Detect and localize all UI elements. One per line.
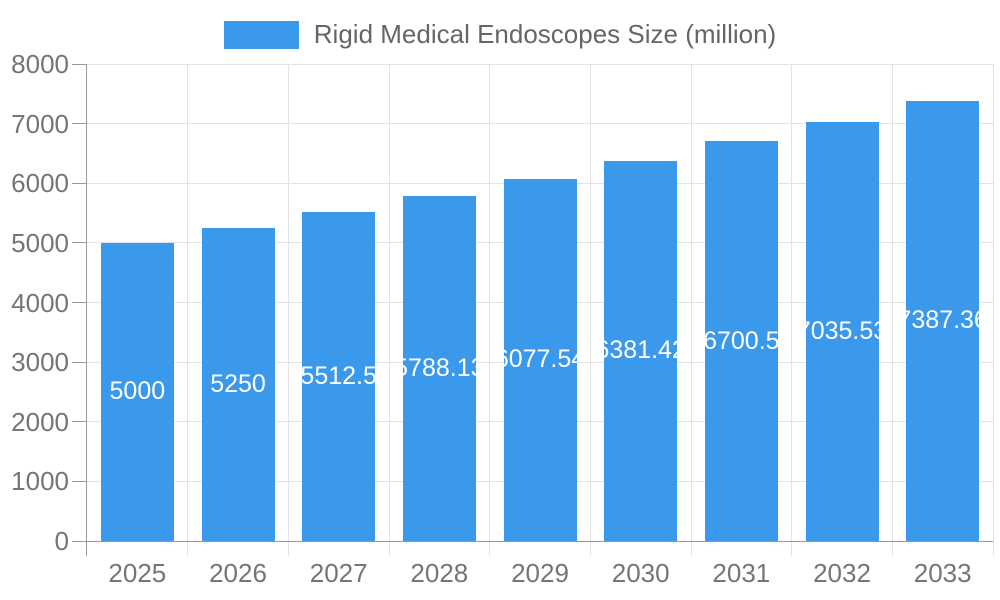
y-axis-tick (72, 361, 86, 363)
bar-2030[interactable]: 6381.42 (604, 160, 678, 541)
y-axis-tick (72, 480, 86, 482)
gridline-vertical (791, 64, 793, 556)
bar-value-label: 5000 (109, 377, 166, 406)
gridline-horizontal (87, 123, 993, 125)
y-axis-label: 5000 (11, 227, 69, 258)
bar-2026[interactable]: 5250 (201, 227, 275, 541)
bar-value-label: 5250 (210, 369, 266, 398)
y-axis-tick (72, 242, 86, 244)
x-axis-label: 2028 (410, 558, 469, 588)
bar-2033[interactable]: 7387.36 (906, 100, 980, 541)
bar-value-label: 5512.5 (302, 362, 376, 391)
legend-swatch (223, 20, 299, 49)
bar-2025[interactable]: 5000 (100, 242, 174, 541)
gridline-vertical (388, 64, 390, 556)
y-axis-tick (72, 123, 86, 125)
legend[interactable]: Rigid Medical Endoscopes Size (million) (0, 19, 1000, 50)
x-axis-label: 2027 (309, 558, 368, 588)
y-axis-line (86, 64, 87, 556)
y-axis-tick (72, 302, 86, 303)
x-axis-label: 2030 (611, 558, 670, 588)
gridline-vertical (287, 64, 289, 556)
bar-value-label: 6700.5 (704, 326, 778, 355)
bar-2032[interactable]: 7035.53 (805, 121, 879, 541)
x-axis-label: 2032 (813, 558, 871, 588)
y-axis-label: 8000 (11, 49, 69, 79)
y-axis-tick (72, 63, 86, 65)
y-axis-label: 1000 (11, 466, 69, 497)
x-axis-label: 2033 (913, 558, 972, 588)
y-axis-tick (72, 540, 86, 542)
bar-value-label: 6381.42 (604, 336, 677, 365)
y-axis-label: 2000 (11, 406, 69, 437)
bar-value-label: 7387.36 (906, 306, 979, 335)
gridline-vertical (589, 64, 591, 556)
x-axis-label: 2031 (712, 558, 771, 588)
x-axis-line (86, 541, 993, 542)
bar-2031[interactable]: 6700.5 (704, 141, 778, 541)
y-axis-label: 6000 (11, 168, 69, 199)
bar-value-label: 7035.53 (806, 316, 879, 345)
y-axis-label: 7000 (11, 108, 69, 139)
gridline-vertical (489, 64, 491, 556)
gridline-vertical (690, 64, 692, 556)
gridline-vertical (891, 64, 893, 556)
bar-2029[interactable]: 6077.54 (503, 178, 577, 541)
y-axis-label: 0 (54, 526, 69, 556)
y-axis-tick (72, 421, 86, 423)
x-axis-label: 2025 (108, 558, 167, 588)
gridline-horizontal (87, 63, 993, 65)
x-axis-label: 2026 (209, 558, 267, 588)
gridline-vertical (187, 64, 189, 556)
bar-2027[interactable]: 5512.5 (302, 212, 376, 541)
y-axis-label: 4000 (11, 287, 69, 318)
gridline-vertical (992, 64, 994, 556)
y-axis-label: 3000 (11, 347, 69, 378)
y-axis-tick (72, 182, 86, 184)
legend-label: Rigid Medical Endoscopes Size (million) (313, 19, 777, 49)
bar-value-label: 6077.54 (504, 345, 577, 374)
x-axis-label: 2029 (511, 558, 569, 588)
